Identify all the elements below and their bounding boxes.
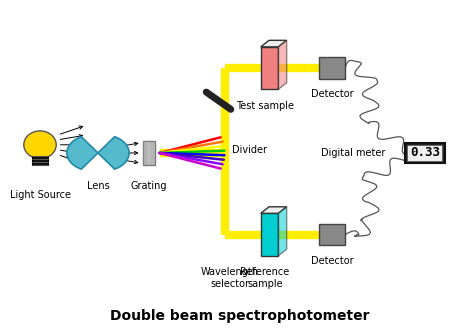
Text: Digital meter: Digital meter bbox=[321, 148, 385, 158]
Polygon shape bbox=[261, 213, 278, 256]
Text: Test sample: Test sample bbox=[236, 101, 294, 111]
Polygon shape bbox=[261, 47, 278, 89]
FancyBboxPatch shape bbox=[405, 143, 445, 163]
Text: Detector: Detector bbox=[311, 89, 354, 99]
Text: Light Source: Light Source bbox=[9, 191, 71, 201]
Polygon shape bbox=[67, 137, 129, 169]
Text: Detector: Detector bbox=[311, 256, 354, 266]
Text: Reference
sample: Reference sample bbox=[240, 267, 290, 289]
Polygon shape bbox=[278, 207, 287, 256]
Polygon shape bbox=[278, 40, 287, 89]
Text: Lens: Lens bbox=[87, 181, 109, 191]
Polygon shape bbox=[261, 207, 287, 213]
FancyBboxPatch shape bbox=[32, 156, 48, 165]
Text: 0.33: 0.33 bbox=[410, 146, 440, 159]
Text: Grating: Grating bbox=[131, 181, 167, 191]
FancyBboxPatch shape bbox=[143, 141, 155, 165]
FancyBboxPatch shape bbox=[319, 224, 345, 245]
Text: Double beam spectrophotometer: Double beam spectrophotometer bbox=[109, 309, 369, 323]
FancyBboxPatch shape bbox=[319, 57, 345, 79]
Polygon shape bbox=[261, 40, 287, 47]
Text: Wavelength
selector: Wavelength selector bbox=[201, 267, 259, 289]
Text: Divider: Divider bbox=[232, 145, 267, 155]
FancyBboxPatch shape bbox=[408, 145, 442, 161]
Ellipse shape bbox=[24, 131, 56, 159]
